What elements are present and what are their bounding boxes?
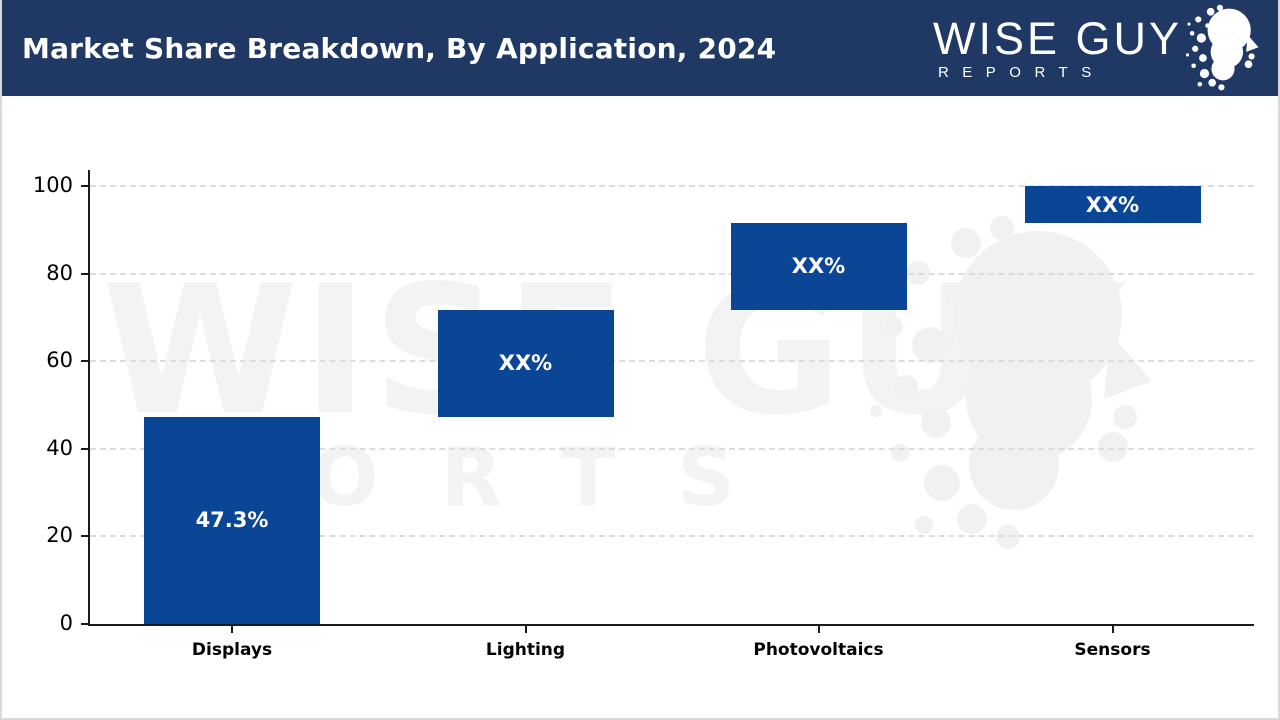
wise-guy-reports-logo: WISE GUY REPORTS xyxy=(933,4,1262,92)
logo-subtext: REPORTS xyxy=(937,64,1105,81)
y-axis-tick-label: 80 xyxy=(46,260,73,285)
gridline-40 xyxy=(90,447,1254,450)
x-axis-tick-mark xyxy=(524,626,527,633)
y-axis-tick-label: 100 xyxy=(32,173,73,197)
category-label-photovoltaics: Photovoltaics xyxy=(753,640,884,660)
y-axis-tick-mark xyxy=(81,360,90,363)
bar-lighting: XX% xyxy=(437,309,614,417)
bar-value-label: XX% xyxy=(1085,192,1140,217)
bar-sensors: XX% xyxy=(1024,186,1201,224)
y-axis-tick-mark xyxy=(81,535,90,538)
x-axis-tick-mark xyxy=(231,626,233,633)
category-label-displays: Displays xyxy=(191,640,273,660)
category-label-lighting: Lighting xyxy=(485,640,566,660)
y-axis-tick-label: 20 xyxy=(46,523,73,548)
y-axis-tick-label: 40 xyxy=(46,435,73,460)
gridline-80 xyxy=(90,272,1254,275)
x-axis-tick-mark xyxy=(1111,626,1114,633)
gridline-20 xyxy=(90,535,1254,538)
bar-value-label: 47.3% xyxy=(195,508,269,533)
header-bar: Market Share Breakdown, By Application, … xyxy=(2,0,1278,96)
bar-displays: 47.3% xyxy=(144,416,320,624)
y-axis-line xyxy=(88,170,90,626)
y-axis-tick-mark xyxy=(81,447,90,450)
y-axis-tick-label: 60 xyxy=(46,348,73,373)
logo-wordmark: WISE GUY xyxy=(932,13,1182,64)
gridline-60 xyxy=(90,360,1254,363)
bar-value-label: XX% xyxy=(791,254,846,279)
logo-wordmark-block: WISE GUY REPORTS xyxy=(933,16,1182,80)
bar-value-label: XX% xyxy=(498,351,553,376)
y-axis-tick-label: 0 xyxy=(59,611,73,635)
y-axis-tick-mark xyxy=(81,623,90,625)
x-axis-line xyxy=(88,624,1254,626)
y-axis-tick-mark xyxy=(81,272,90,275)
page-title: Market Share Breakdown, By Application, … xyxy=(22,31,777,65)
bar-photovoltaics: XX% xyxy=(730,223,907,310)
category-label-sensors: Sensors xyxy=(1074,640,1151,660)
x-axis-tick-mark xyxy=(817,626,820,633)
y-axis-tick-mark xyxy=(81,185,90,187)
gridline-100 xyxy=(90,185,1254,187)
